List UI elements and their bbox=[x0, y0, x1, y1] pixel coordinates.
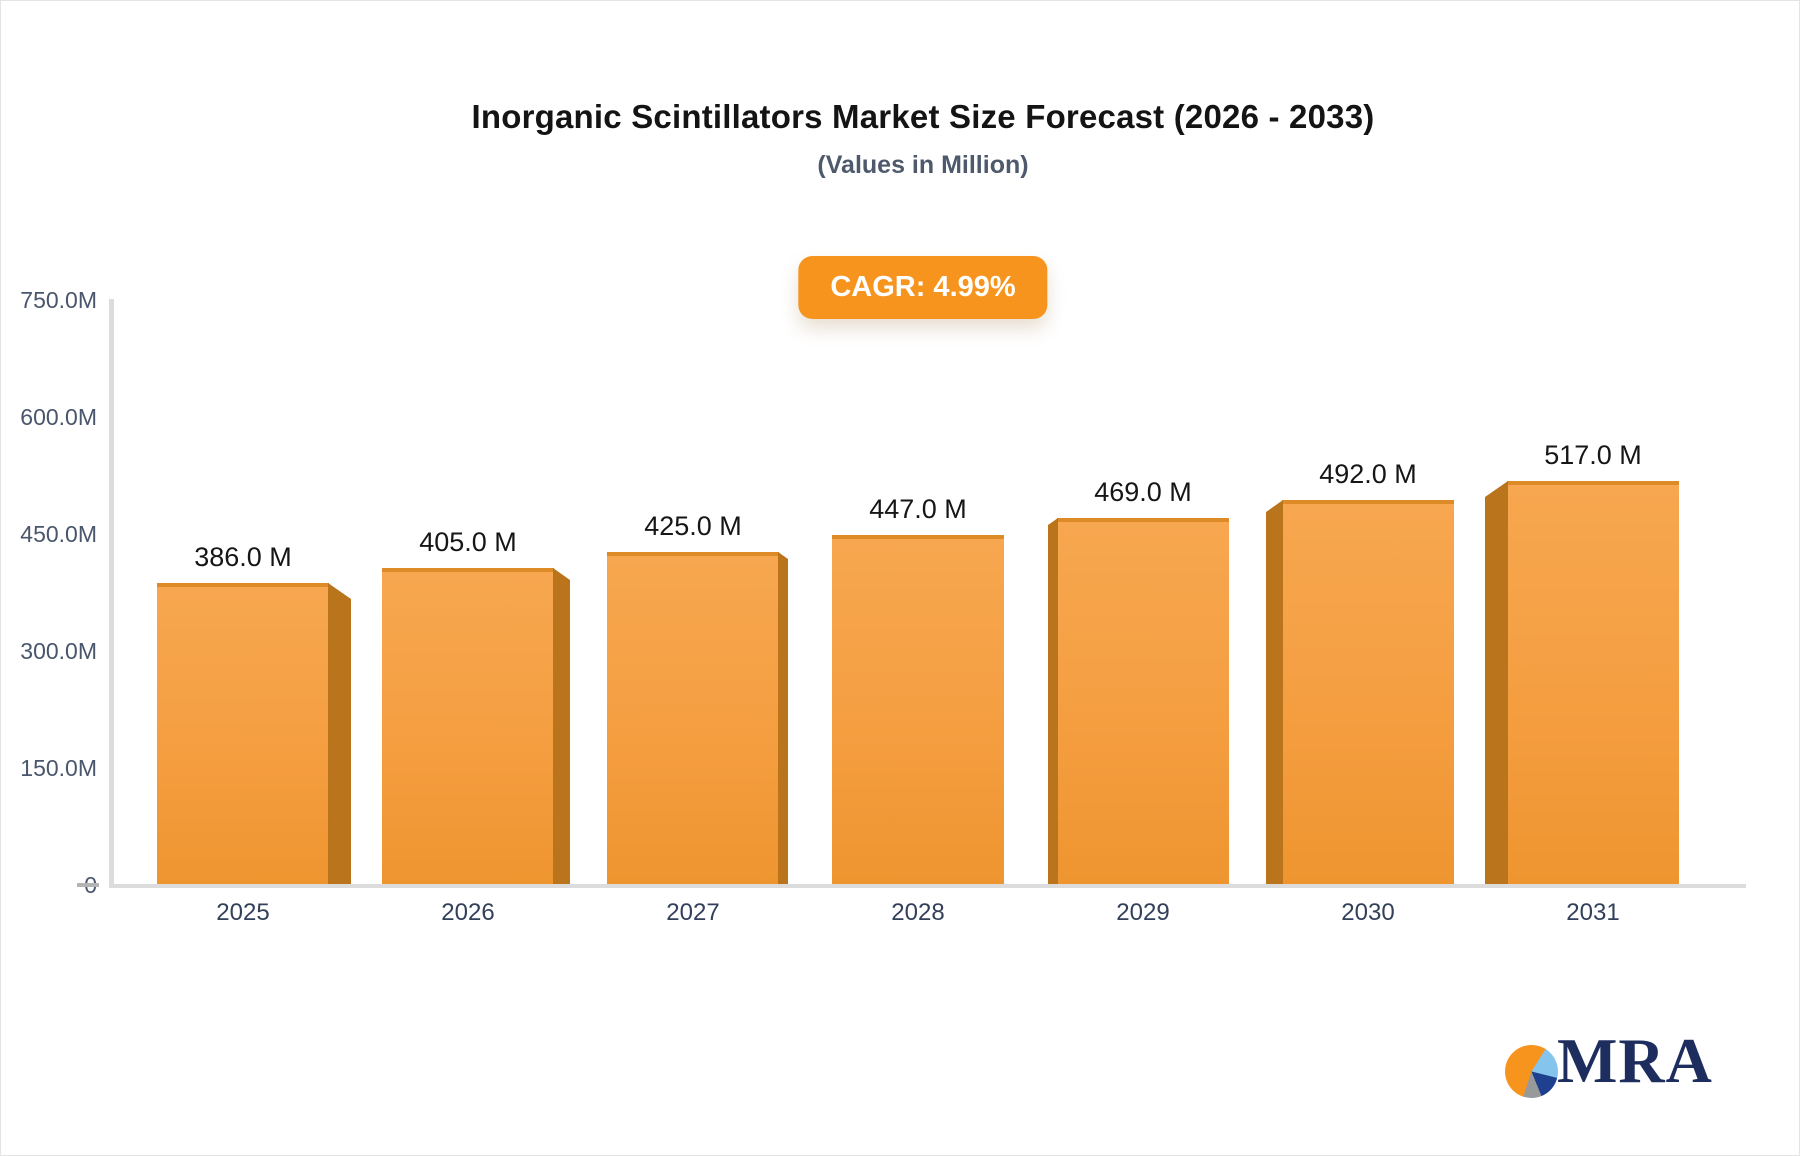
x-axis-tick-label: 2028 bbox=[891, 899, 945, 926]
bar-side-2025 bbox=[328, 583, 351, 884]
x-axis-tick-label: 2031 bbox=[1566, 899, 1620, 926]
bar-value-label: 447.0 M bbox=[869, 494, 967, 524]
y-axis-tick-label: 150.0M bbox=[20, 755, 97, 781]
y-axis-zero-tick bbox=[77, 883, 99, 887]
bar-2026 bbox=[382, 568, 554, 884]
y-axis-line bbox=[109, 299, 114, 888]
mra-logo-text: MRA bbox=[1557, 1025, 1713, 1096]
chart-title: Inorganic Scintillators Market Size Fore… bbox=[471, 98, 1375, 135]
bar-side-2027 bbox=[778, 552, 788, 884]
cagr-badge: CAGR: 4.99% bbox=[798, 256, 1048, 319]
bar-value-label: 469.0 M bbox=[1094, 477, 1192, 507]
bar-side-2031 bbox=[1485, 481, 1508, 884]
mra-pie-icon bbox=[1505, 1045, 1558, 1098]
x-axis-tick-label: 2030 bbox=[1341, 899, 1395, 926]
y-axis-tick-label: 300.0M bbox=[20, 638, 97, 664]
chart-subtitle: (Values in Million) bbox=[817, 151, 1029, 179]
bar-value-label: 386.0 M bbox=[194, 542, 292, 572]
bar-value-label: 405.0 M bbox=[419, 527, 517, 557]
bar-value-label: 425.0 M bbox=[644, 511, 742, 541]
bar-value-label: 492.0 M bbox=[1319, 459, 1417, 489]
bar-value-label: 517.0 M bbox=[1544, 440, 1642, 470]
bar-2031 bbox=[1507, 481, 1679, 884]
bar-side-2026 bbox=[553, 568, 570, 884]
x-axis-tick-label: 2025 bbox=[216, 899, 270, 926]
y-axis-tick-label: 750.0M bbox=[20, 287, 97, 313]
bar-side-2029 bbox=[1048, 518, 1058, 884]
x-axis-tick-label: 2027 bbox=[666, 899, 720, 926]
x-axis-tick-label: 2026 bbox=[441, 899, 495, 926]
y-axis-tick-label: 450.0M bbox=[20, 521, 97, 547]
y-axis-tick-label: 600.0M bbox=[20, 404, 97, 430]
bar-side-2030 bbox=[1266, 500, 1283, 884]
bar-2027 bbox=[607, 552, 779, 884]
bar-2030 bbox=[1282, 500, 1454, 884]
x-axis-tick-label: 2029 bbox=[1116, 899, 1170, 926]
bar-2029 bbox=[1057, 518, 1229, 884]
bar-2025 bbox=[157, 583, 329, 884]
x-axis-baseline bbox=[109, 884, 1746, 888]
bar-2028 bbox=[832, 535, 1004, 884]
